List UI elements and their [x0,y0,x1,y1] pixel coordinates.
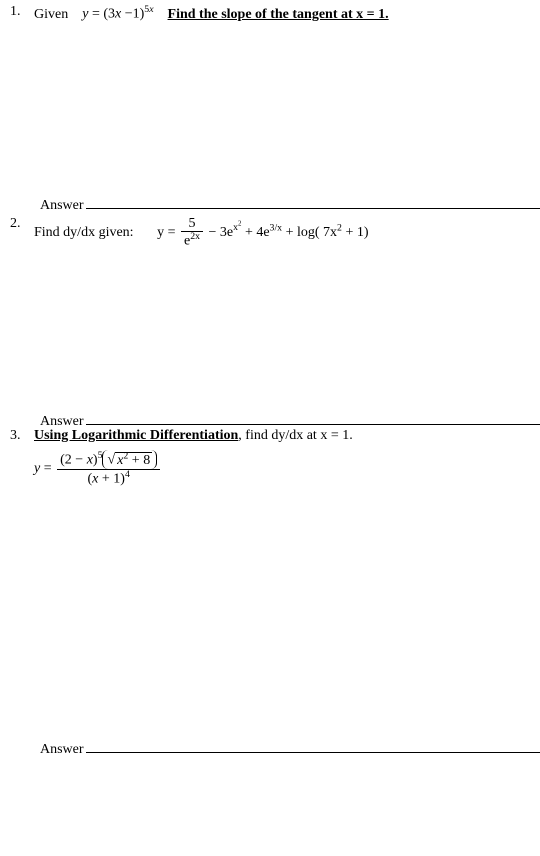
problem-3-number: 3. [10,428,34,444]
answer-line-1 [86,196,540,209]
problem-3-answer: Answer [40,740,540,758]
problem-1-body: Given y = (3x −1)5x Find the slope of th… [34,4,540,23]
problem-3-equation: y = (2 − x)5√x2 + 8(x + 1)4 [34,450,540,487]
problem-1-number: 1. [10,4,34,20]
problem-1-row: 1. Given y = (3x −1)5x Find the slope of… [10,4,540,23]
problem-2-number: 2. [10,216,34,232]
problem-1-equation: y = (3x −1)5x [82,4,153,23]
problem-1-line: Given y = (3x −1)5x Find the slope of th… [34,4,540,23]
problem-2-row: 2. Find dy/dx given: y = 5e2x − 3ex2 + 4… [10,216,540,249]
problem-2: 2. Find dy/dx given: y = 5e2x − 3ex2 + 4… [10,216,540,249]
problem-3-row: 3. Using Logarithmic Differentiation, fi… [10,428,540,487]
problem-3-tail: , find dy/dx at x = 1. [238,428,352,443]
answer-label-1: Answer [40,198,84,214]
answer-label-3: Answer [40,742,84,758]
given-label: Given [34,7,68,23]
problem-1: 1. Given y = (3x −1)5x Find the slope of… [10,4,540,23]
answer-line-3 [86,740,540,753]
problem-3-lead: Using Logarithmic Differentiation [34,428,238,443]
problem-2-prompt: Find dy/dx given: [34,225,134,241]
problem-1-answer: Answer [40,196,540,214]
problem-2-answer: Answer [40,412,540,430]
problem-3-body: Using Logarithmic Differentiation, find … [34,428,540,487]
problem-2-body: Find dy/dx given: y = 5e2x − 3ex2 + 4e3/… [34,216,540,249]
problem-3-instruction: Using Logarithmic Differentiation, find … [34,428,540,444]
problem-3: 3. Using Logarithmic Differentiation, fi… [10,428,540,487]
problem-2-equation: y = 5e2x − 3ex2 + 4e3/x + log( 7x2 + 1) [157,225,368,240]
problem-1-task: Find the slope of the tangent at x = 1. [168,7,389,23]
answer-line-2 [86,412,540,425]
